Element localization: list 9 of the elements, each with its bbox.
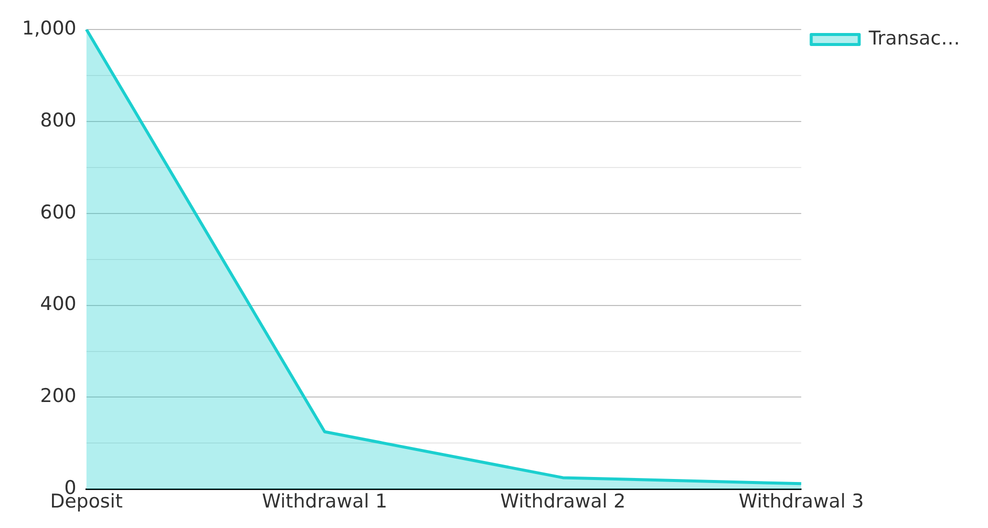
x-tick-label: Withdrawal 2 bbox=[500, 490, 626, 513]
x-tick-label: Withdrawal 1 bbox=[262, 490, 388, 513]
y-tick-label: 600 bbox=[40, 201, 76, 224]
y-tick-label: 400 bbox=[40, 293, 76, 316]
y-tick-label: 200 bbox=[40, 385, 76, 408]
y-tick-label: 800 bbox=[40, 109, 76, 132]
legend-label: Transac… bbox=[868, 27, 960, 50]
x-tick-label: Withdrawal 3 bbox=[738, 490, 864, 513]
y-tick-label: 1,000 bbox=[22, 17, 76, 40]
